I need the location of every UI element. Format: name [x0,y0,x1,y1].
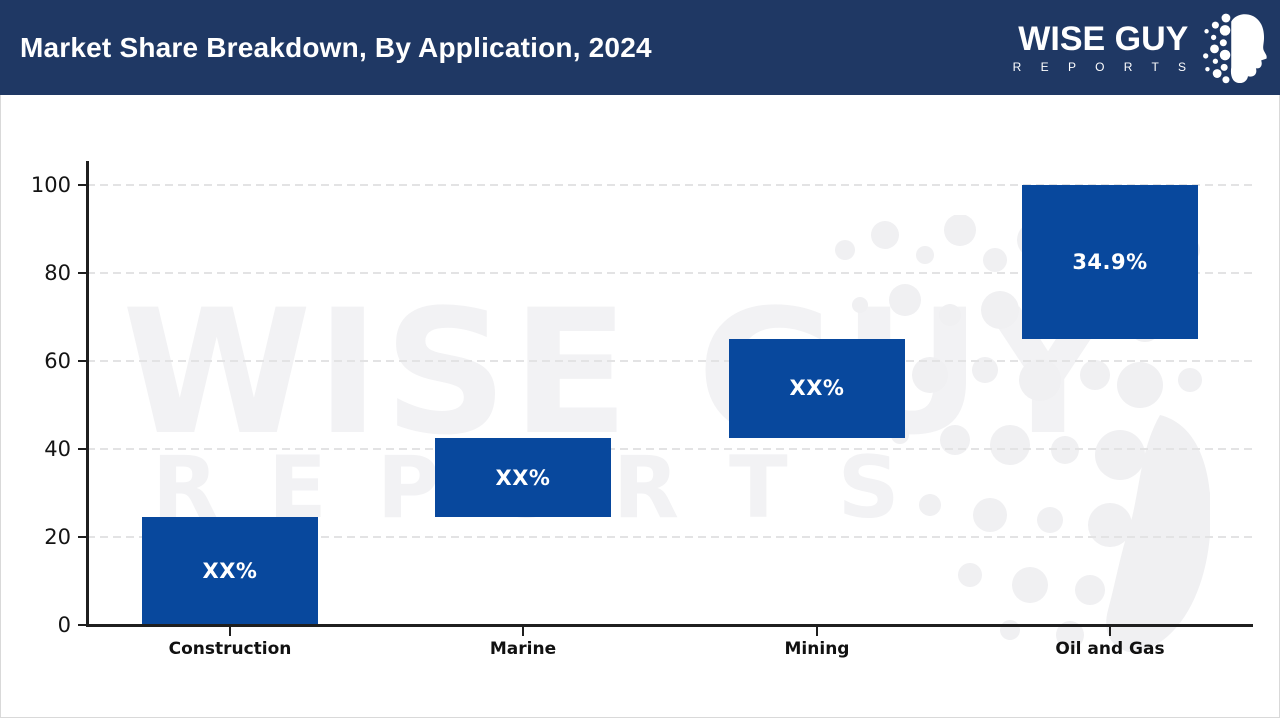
y-tick-60 [78,360,87,362]
y-axis-line [86,161,89,627]
watermark-face-dots [835,215,1210,652]
x-tick-label-2: Mining [784,639,850,659]
x-tick-0 [229,627,231,636]
y-tick-80 [78,272,87,274]
x-tick-label-1: Marine [489,639,557,659]
bar-oil-and-gas: 34.9% [1022,185,1198,339]
logo-subtitle: R E P O R T S [1012,60,1194,74]
bar-marine: XX% [435,438,611,518]
gridline-20 [87,536,1253,538]
bar-mining: XX% [729,338,905,438]
y-tick-label-100: 100 [30,173,71,197]
x-axis-line [86,624,1253,627]
chart-title: Market Share Breakdown, By Application, … [20,31,652,63]
y-tick-20 [78,536,87,538]
y-tick-label-20: 20 [44,525,71,549]
y-tick-100 [78,184,87,186]
y-tick-label-0: 0 [57,613,71,637]
logo-text: WISE GUY R E P O R T S [1013,21,1194,75]
gridline-40 [87,448,1253,450]
y-tick-40 [78,448,87,450]
bar-construction: XX% [142,517,318,625]
gridline-80 [87,272,1253,274]
y-tick-label-60: 60 [44,349,71,373]
bar-value-label: XX% [789,376,845,401]
wise-guy-logo: WISE GUY R E P O R T S [1013,6,1270,90]
face-profile-icon [1203,13,1267,84]
y-tick-label-40: 40 [44,437,71,461]
y-tick-0 [78,624,87,626]
bar-value-label: XX% [202,559,258,584]
x-tick-3 [1109,627,1111,636]
y-tick-label-80: 80 [44,261,71,285]
bar-value-label: 34.9% [1072,249,1148,274]
logo-wordmark: WISE GUY [1018,20,1189,58]
x-tick-label-3: Oil and Gas [1055,639,1165,659]
x-tick-1 [522,627,524,636]
gridline-60 [87,360,1253,362]
header-bar: Market Share Breakdown, By Application, … [0,0,1280,95]
x-tick-2 [816,627,818,636]
bar-value-label: XX% [495,465,551,490]
x-tick-label-0: Construction [168,639,292,659]
gridline-100 [87,184,1253,186]
